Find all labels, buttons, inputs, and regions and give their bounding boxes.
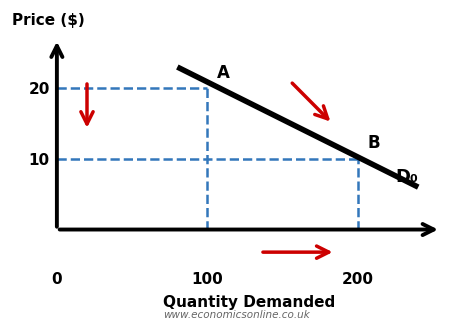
Text: D₀: D₀ bbox=[396, 168, 419, 185]
Text: A: A bbox=[217, 64, 229, 82]
Text: www.economicsonline.co.uk: www.economicsonline.co.uk bbox=[164, 310, 310, 320]
Text: Price ($): Price ($) bbox=[12, 13, 84, 28]
Text: B: B bbox=[367, 134, 380, 152]
X-axis label: Quantity Demanded: Quantity Demanded bbox=[163, 295, 335, 310]
